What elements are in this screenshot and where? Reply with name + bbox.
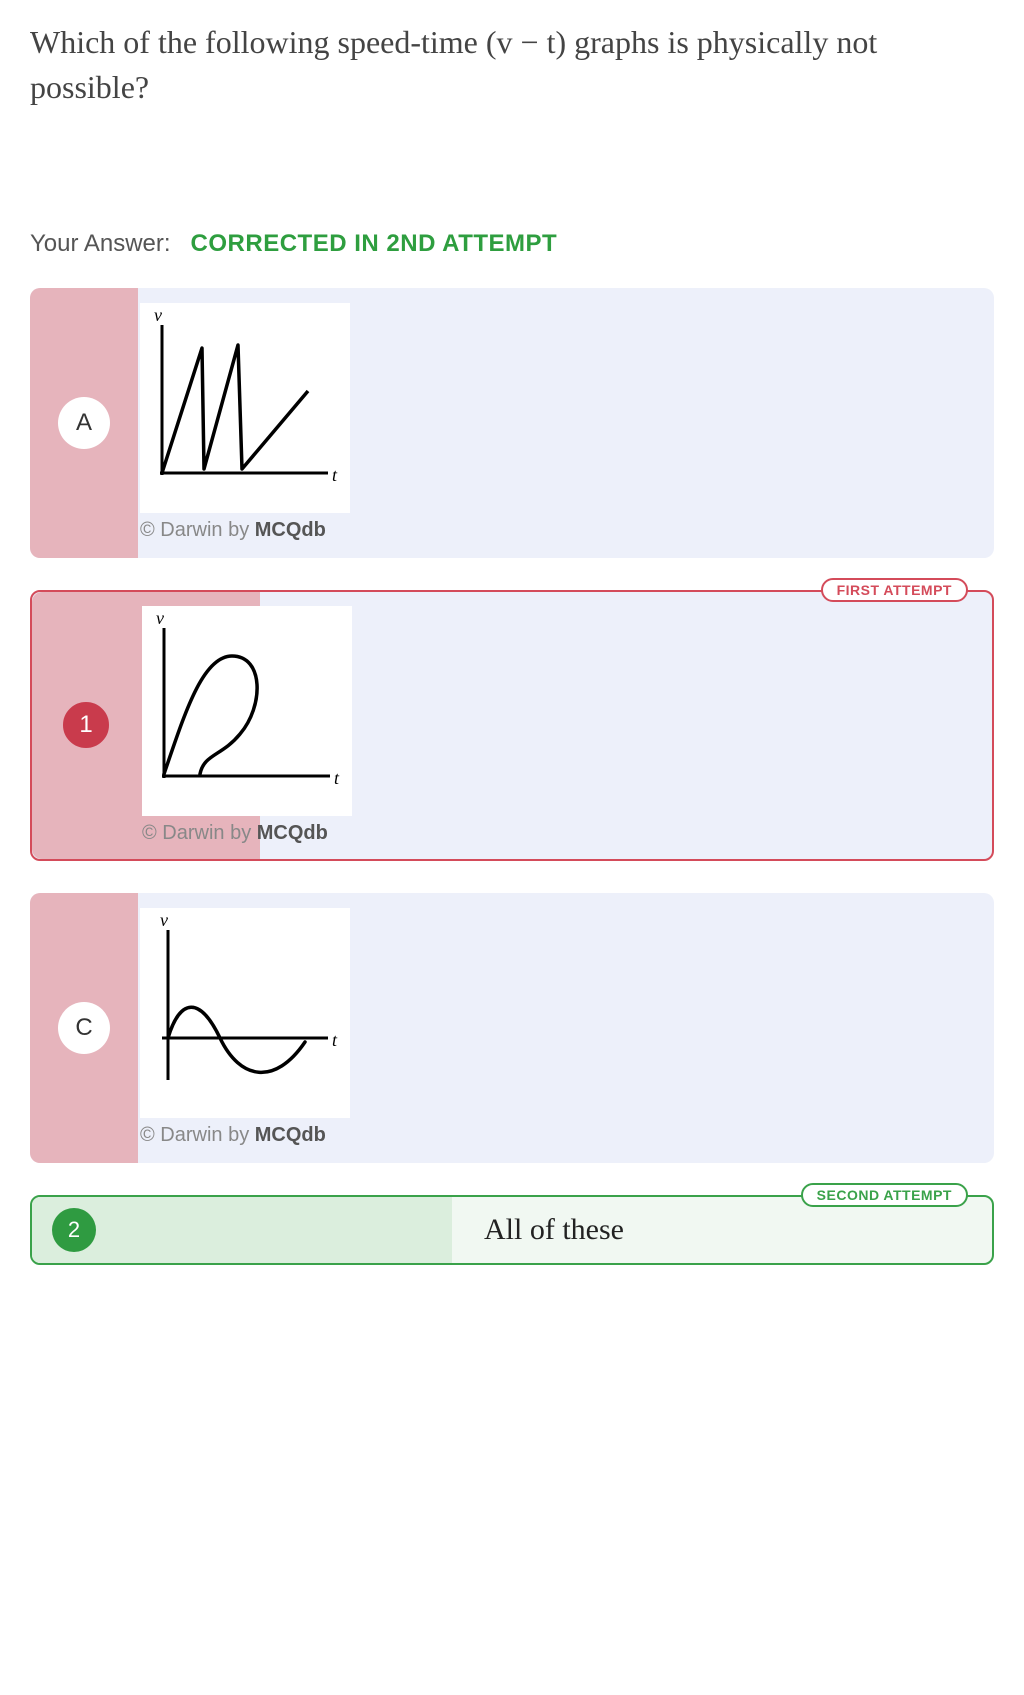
option-c[interactable]: C v t © Darwin by MCQdb xyxy=(30,893,994,1163)
axis-x-label: t xyxy=(334,768,340,788)
graph-path xyxy=(162,345,308,473)
answer-status: CORRECTED IN 2ND ATTEMPT xyxy=(191,230,558,257)
axis-x-label: t xyxy=(332,465,338,485)
option-b-graph: v t xyxy=(142,606,352,816)
copyright-prefix: © Darwin by xyxy=(140,519,255,541)
option-a-content: v t © Darwin by MCQdb xyxy=(138,288,994,558)
option-c-graph: v t xyxy=(140,908,350,1118)
answer-label: Your Answer: xyxy=(30,230,171,257)
copyright-prefix: © Darwin by xyxy=(140,1124,255,1146)
option-c-content: v t © Darwin by MCQdb xyxy=(138,893,994,1163)
second-attempt-tag: SECOND ATTEMPT xyxy=(801,1183,968,1207)
option-d-content: All of these xyxy=(96,1213,992,1247)
option-d-letter: 2 xyxy=(52,1208,96,1252)
option-a-letter: A xyxy=(58,397,110,449)
copyright-b: © Darwin by MCQdb xyxy=(142,822,992,845)
option-c-sidebar: C xyxy=(30,893,138,1163)
graph-path xyxy=(164,656,257,774)
copyright-brand: MCQdb xyxy=(257,822,328,844)
option-a[interactable]: A v t © Darwin by MCQdb xyxy=(30,288,994,558)
question-text: Which of the following speed-time (v − t… xyxy=(30,20,994,110)
copyright-c: © Darwin by MCQdb xyxy=(140,1124,994,1147)
copyright-prefix: © Darwin by xyxy=(142,822,257,844)
option-b-content: v t © Darwin by MCQdb xyxy=(140,592,992,859)
answer-status-line: Your Answer: CORRECTED IN 2ND ATTEMPT xyxy=(30,230,994,258)
axis-y-label: v xyxy=(156,608,164,628)
option-b[interactable]: FIRST ATTEMPT 1 v t © Darwin by MCQdb xyxy=(30,590,994,861)
option-b-sidebar: 1 xyxy=(32,592,140,859)
option-c-letter: C xyxy=(58,1002,110,1054)
copyright-brand: MCQdb xyxy=(255,1124,326,1146)
copyright-a: © Darwin by MCQdb xyxy=(140,519,994,542)
graph-path xyxy=(168,1007,305,1072)
axis-x-label: t xyxy=(332,1030,338,1050)
option-a-sidebar: A xyxy=(30,288,138,558)
option-d-text: All of these xyxy=(484,1213,624,1247)
option-b-letter: 1 xyxy=(60,699,112,751)
axis-y-label: v xyxy=(154,305,162,325)
copyright-brand: MCQdb xyxy=(255,519,326,541)
option-a-graph: v t xyxy=(140,303,350,513)
option-d[interactable]: SECOND ATTEMPT 2 All of these xyxy=(30,1195,994,1265)
axis-y-label: v xyxy=(160,910,168,930)
